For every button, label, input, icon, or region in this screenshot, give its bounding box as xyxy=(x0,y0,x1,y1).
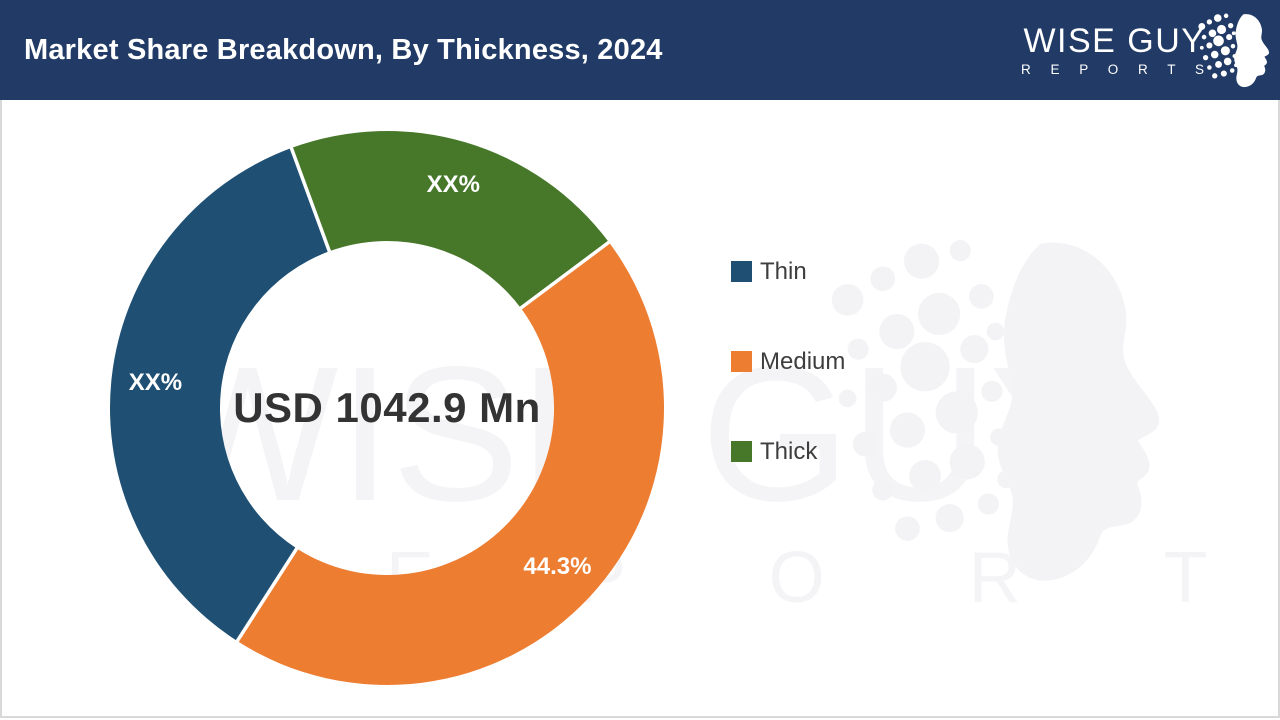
legend: Thin Medium Thick xyxy=(731,257,846,465)
segment-medium[interactable] xyxy=(237,242,665,686)
legend-item-medium[interactable]: Medium xyxy=(731,347,846,375)
legend-label-thin: Thin xyxy=(760,257,807,285)
brand-logo-text: WISE GUY R E P O R T S xyxy=(1017,24,1212,77)
segment-thick[interactable] xyxy=(291,130,609,309)
brand-face-icon xyxy=(1198,7,1274,93)
segment-separator xyxy=(234,545,300,644)
brand-logo: WISE GUY R E P O R T S xyxy=(1017,7,1274,93)
segment-label-medium: 44.3% xyxy=(523,552,592,580)
segment-separator xyxy=(518,239,612,311)
donut-chart xyxy=(109,130,665,686)
page-title: Market Share Breakdown, By Thickness, 20… xyxy=(24,33,663,66)
legend-label-medium: Medium xyxy=(760,347,846,375)
chart-area: WISE GUY R E P O R T S USD 1042.9 Mn Thi… xyxy=(0,100,1280,718)
brand-subtitle: R E P O R T S xyxy=(1020,61,1212,77)
legend-item-thick[interactable]: Thick xyxy=(731,437,845,465)
legend-item-thin[interactable]: Thin xyxy=(731,257,845,285)
segment-separator xyxy=(289,145,332,254)
legend-swatch-thick xyxy=(731,441,752,462)
legend-swatch-thin xyxy=(731,261,752,282)
legend-swatch-medium xyxy=(731,351,752,372)
header: Market Share Breakdown, By Thickness, 20… xyxy=(0,0,1280,100)
brand-name: WISE GUY xyxy=(1023,21,1206,60)
chart-center-value: USD 1042.9 Mn xyxy=(233,384,541,431)
segment-label-thick: XX% xyxy=(426,170,480,198)
segment-label-thin: XX% xyxy=(128,368,183,396)
legend-label-thick: Thick xyxy=(760,437,818,465)
segment-thin[interactable] xyxy=(109,148,330,642)
